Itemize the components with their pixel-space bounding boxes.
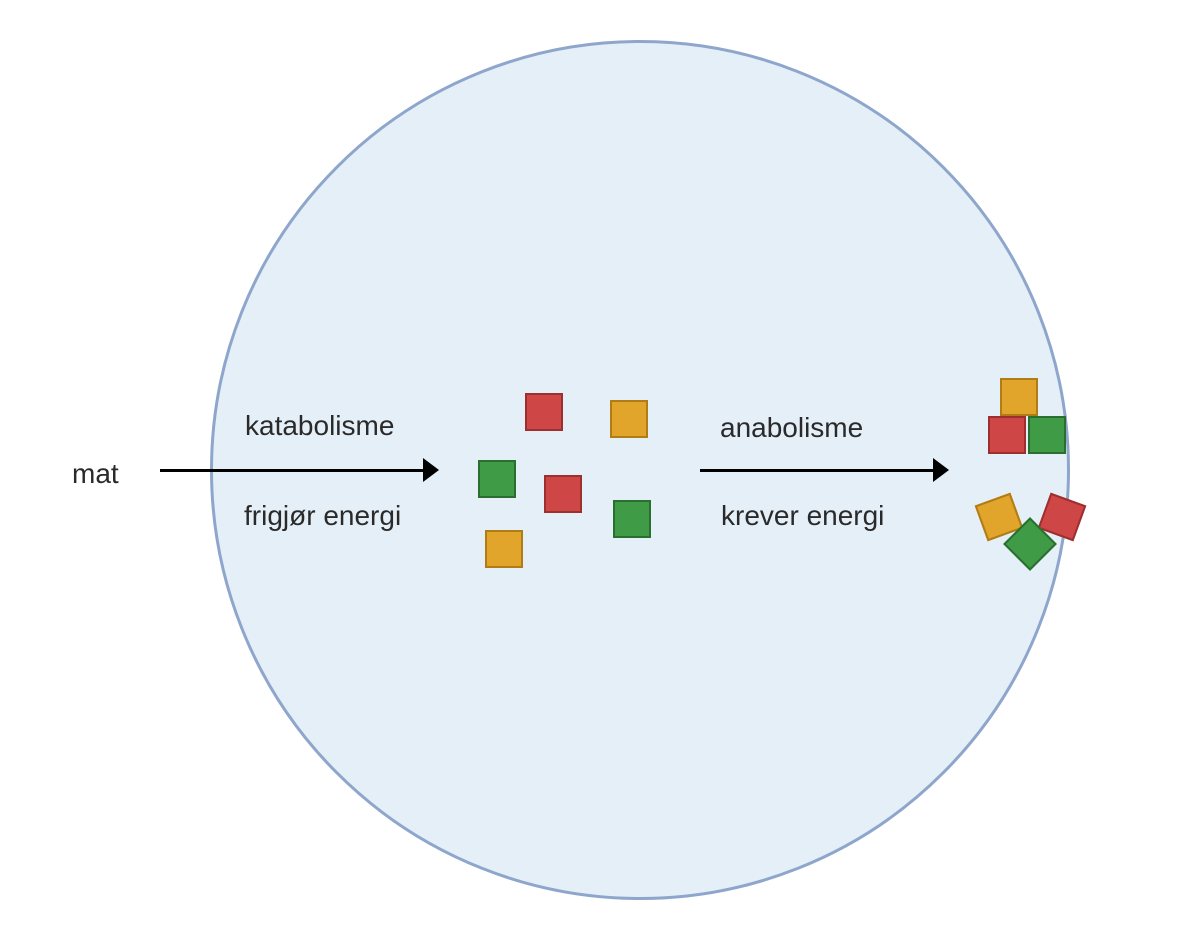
right-top-block-red: [988, 416, 1026, 454]
label-mat: mat: [72, 458, 119, 490]
arrow-anabolisme: [700, 469, 933, 472]
label-anabolisme: anabolisme: [720, 412, 863, 444]
arrow-katabolisme: [160, 469, 423, 472]
arrow-katabolisme-head: [423, 458, 439, 482]
label-frigjor-energi: frigjør energi: [244, 500, 401, 532]
center-block-red: [544, 475, 582, 513]
center-block-red: [525, 393, 563, 431]
right-top-block-green: [1028, 416, 1066, 454]
center-block-orange: [610, 400, 648, 438]
arrow-anabolisme-head: [933, 458, 949, 482]
diagram-canvas: mat katabolisme frigjør energi anabolism…: [0, 0, 1200, 947]
center-block-green: [613, 500, 651, 538]
label-krever-energi: krever energi: [721, 500, 884, 532]
center-block-green: [478, 460, 516, 498]
right-top-block-orange: [1000, 378, 1038, 416]
center-block-orange: [485, 530, 523, 568]
label-katabolisme: katabolisme: [245, 410, 394, 442]
